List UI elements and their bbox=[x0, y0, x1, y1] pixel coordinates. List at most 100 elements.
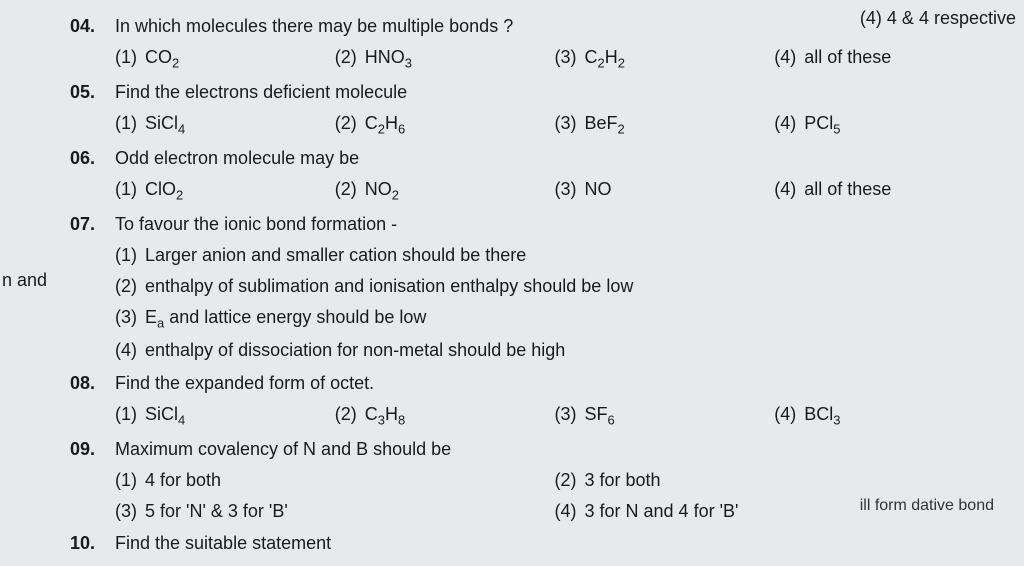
option-num: (2) bbox=[555, 466, 577, 495]
option-text: SiCl4 bbox=[145, 400, 185, 431]
option-text: all of these bbox=[804, 175, 891, 204]
option-num: (1) bbox=[115, 43, 137, 72]
option-text: C2H6 bbox=[365, 109, 405, 140]
option-num: (4) bbox=[115, 336, 137, 365]
partial-text-top-right: (4) 4 & 4 respective bbox=[860, 8, 1016, 29]
option-text: 5 for 'N' & 3 for 'B' bbox=[145, 497, 288, 526]
options-row: (1) ClO2 (2) NO2 (3)NO (4) all of these bbox=[70, 175, 994, 206]
option-3: (3)NO bbox=[555, 175, 775, 206]
option-2: (2) C2H6 bbox=[335, 109, 555, 140]
question-number: 05. bbox=[70, 78, 115, 107]
option-3: (3) Ea and lattice energy should be low bbox=[70, 303, 994, 334]
option-1: (1) CO2 bbox=[115, 43, 335, 74]
question-text: Find the electrons deficient molecule bbox=[115, 78, 994, 107]
question-text: Find the suitable statement bbox=[115, 529, 994, 558]
worksheet-page: 04. In which molecules there may be mult… bbox=[0, 0, 1024, 566]
option-text: C2H2 bbox=[585, 43, 625, 74]
question-09: 09. Maximum covalency of N and B should … bbox=[70, 435, 994, 464]
option-text: HNO3 bbox=[365, 43, 412, 74]
option-num: (4) bbox=[555, 497, 577, 526]
option-text: all of these bbox=[804, 43, 891, 72]
question-06: 06. Odd electron molecule may be bbox=[70, 144, 994, 173]
options-row: (3) 5 for 'N' & 3 for 'B' (4) 3 for N and … bbox=[70, 497, 994, 526]
option-2: (2) HNO3 bbox=[335, 43, 555, 74]
option-4: (4) all of these bbox=[774, 43, 994, 74]
question-number: 07. bbox=[70, 210, 115, 239]
question-text: To favour the ionic bond formation - bbox=[115, 210, 994, 239]
question-number: 10. bbox=[70, 529, 115, 558]
option-text: 3 for N and 4 for 'B' bbox=[585, 497, 739, 526]
option-num: (3) bbox=[555, 109, 577, 138]
option-text: enthalpy of dissociation for non-metal s… bbox=[145, 336, 565, 365]
partial-text-bottom-right: ill form dative bond bbox=[860, 497, 994, 515]
option-num: (4) bbox=[774, 109, 796, 138]
question-05: 05. Find the electrons deficient molecul… bbox=[70, 78, 994, 107]
option-4: (4) enthalpy of dissociation for non-meta… bbox=[70, 336, 994, 365]
option-num: (3) bbox=[555, 175, 577, 204]
option-text: Larger anion and smaller cation should b… bbox=[145, 241, 526, 270]
question-07: 07. To favour the ionic bond formation - bbox=[70, 210, 994, 239]
option-3: (3) 5 for 'N' & 3 for 'B' bbox=[115, 497, 555, 526]
partial-text-left: n and bbox=[2, 270, 47, 291]
option-num: (2) bbox=[335, 175, 357, 204]
question-number: 09. bbox=[70, 435, 115, 464]
option-text: CO2 bbox=[145, 43, 179, 74]
option-text: Ea and lattice energy should be low bbox=[145, 303, 426, 334]
option-4: (4) PCl5 bbox=[774, 109, 994, 140]
option-num: (3) bbox=[115, 497, 137, 526]
option-1: (1) 4 for both bbox=[115, 466, 555, 495]
option-text: SiCl4 bbox=[145, 109, 185, 140]
option-num: (1) bbox=[115, 241, 137, 270]
question-04: 04. In which molecules there may be mult… bbox=[70, 12, 994, 41]
option-2: (2) NO2 bbox=[335, 175, 555, 206]
option-num: (3) bbox=[555, 400, 577, 429]
option-1: (1) Larger anion and smaller cation shoul… bbox=[70, 241, 994, 270]
option-num: (4) bbox=[774, 43, 796, 72]
options-row: (1) 4 for both (2) 3 for both bbox=[70, 466, 994, 495]
option-text: enthalpy of sublimation and ionisation e… bbox=[145, 272, 633, 301]
options-row: (1) SiCl4 (2) C2H6 (3) BeF2 (4) PCl5 bbox=[70, 109, 994, 140]
option-3: (3) BeF2 bbox=[555, 109, 775, 140]
option-num: (2) bbox=[335, 109, 357, 138]
option-1: (1) SiCl4 bbox=[115, 109, 335, 140]
option-num: (4) bbox=[774, 175, 796, 204]
options-row: (1) CO2 (2) HNO3 (3) C2H2 (4) all of these bbox=[70, 43, 994, 74]
question-text: Find the expanded form of octet. bbox=[115, 369, 994, 398]
option-2: (2) enthalpy of sublimation and ionisatio… bbox=[70, 272, 994, 301]
option-text: ClO2 bbox=[145, 175, 183, 206]
option-text: PCl5 bbox=[804, 109, 840, 140]
option-num: (2) bbox=[335, 400, 357, 429]
question-08: 08. Find the expanded form of octet. bbox=[70, 369, 994, 398]
option-text: BCl3 bbox=[804, 400, 840, 431]
question-number: 08. bbox=[70, 369, 115, 398]
option-text: 3 for both bbox=[585, 466, 661, 495]
question-text: Odd electron molecule may be bbox=[115, 144, 994, 173]
question-10: 10. Find the suitable statement bbox=[70, 529, 994, 558]
option-4: (4) all of these bbox=[774, 175, 994, 206]
option-3: (3) SF6 bbox=[555, 400, 775, 431]
option-2: (2) 3 for both bbox=[555, 466, 995, 495]
option-text: BeF2 bbox=[585, 109, 625, 140]
option-3: (3) C2H2 bbox=[555, 43, 775, 74]
option-num: (4) bbox=[774, 400, 796, 429]
option-num: (3) bbox=[115, 303, 137, 334]
option-num: (1) bbox=[115, 400, 137, 429]
option-num: (2) bbox=[335, 43, 357, 72]
question-text: Maximum covalency of N and B should be bbox=[115, 435, 994, 464]
option-num: (2) bbox=[115, 272, 137, 301]
option-num: (3) bbox=[555, 43, 577, 72]
option-text: 4 for both bbox=[145, 466, 221, 495]
option-text: NO2 bbox=[365, 175, 399, 206]
option-num: (1) bbox=[115, 175, 137, 204]
question-number: 04. bbox=[70, 12, 115, 41]
option-1: (1) ClO2 bbox=[115, 175, 335, 206]
option-num: (1) bbox=[115, 109, 137, 138]
option-text: C3H8 bbox=[365, 400, 405, 431]
option-num: (1) bbox=[115, 466, 137, 495]
question-number: 06. bbox=[70, 144, 115, 173]
options-row: (1) SiCl4 (2) C3H8 (3) SF6 (4) BCl3 bbox=[70, 400, 994, 431]
option-text: SF6 bbox=[585, 400, 615, 431]
option-4: (4) BCl3 bbox=[774, 400, 994, 431]
option-2: (2) C3H8 bbox=[335, 400, 555, 431]
option-1: (1) SiCl4 bbox=[115, 400, 335, 431]
